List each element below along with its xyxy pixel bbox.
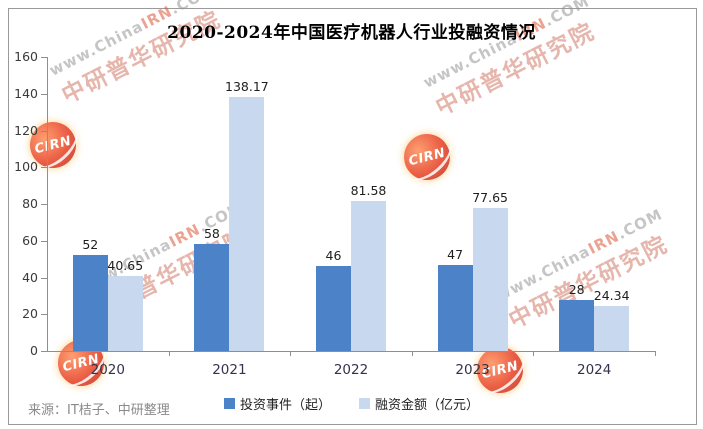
bar-融资金额（亿元）-2023 (472, 208, 508, 351)
x-axis-tick (533, 351, 535, 356)
bar-融资金额（亿元）-2021 (229, 97, 265, 351)
y-axis-label: 120 (14, 122, 38, 138)
bar-融资金额（亿元）-2022 (351, 201, 386, 351)
y-axis-label: 140 (14, 85, 38, 101)
bar-投资事件（起）-2020 (72, 255, 108, 351)
y-axis-label: 80 (22, 196, 38, 211)
y-axis-tick (41, 240, 47, 242)
y-axis-tick (41, 204, 47, 205)
x-axis-line (47, 351, 656, 352)
y-axis-label: 0 (30, 343, 38, 358)
x-axis-tick (168, 351, 170, 356)
chart-legend: 投资事件（起） 融资金额（亿元） (0, 394, 703, 413)
legend-label: 融资金额（亿元） (375, 398, 480, 413)
y-axis-line (47, 57, 48, 351)
chart-title: 2020-2024年中国医疗机器人行业投融资情况 (167, 23, 536, 43)
y-axis-tick (41, 277, 47, 279)
legend-label: 投资事件（起） (239, 398, 331, 413)
y-axis-label: 60 (22, 232, 38, 248)
y-axis-tick (41, 314, 47, 316)
y-axis-tick (41, 167, 47, 169)
x-axis-tick (411, 351, 413, 356)
bar-投资事件（起）-2024 (559, 300, 595, 351)
y-axis-label: 20 (22, 306, 38, 322)
value-label-融资金额（亿元）-2021: 138.17 (225, 79, 269, 94)
y-axis-label: 100 (14, 159, 38, 175)
y-axis-tick (41, 351, 47, 352)
bar-投资事件（起）-2022 (316, 266, 351, 351)
source-note: 来源：IT桔子、中研整理 (28, 403, 170, 418)
value-label-融资金额（亿元）-2023: 77.65 (472, 190, 508, 205)
value-label-融资金额（亿元）-2022: 81.58 (350, 183, 387, 198)
value-label-融资金额（亿元）-2024: 24.34 (593, 288, 630, 303)
y-axis-label: 40 (22, 269, 38, 285)
x-axis-label-2022: 2022 (333, 362, 369, 378)
value-label-融资金额（亿元）-2020: 40.65 (107, 258, 144, 273)
bar-投资事件（起）-2021 (194, 244, 230, 351)
bar-投资事件（起）-2023 (437, 265, 473, 351)
value-label-投资事件（起）-2023: 47 (447, 247, 464, 262)
y-axis-tick (41, 57, 47, 58)
value-label-投资事件（起）-2021: 58 (203, 226, 220, 241)
legend-swatch-icon (359, 398, 370, 409)
x-axis-label-2023: 2023 (455, 362, 490, 378)
y-axis-tick (41, 130, 47, 132)
value-label-投资事件（起）-2022: 46 (325, 248, 342, 263)
x-axis-label-2020: 2020 (90, 362, 125, 378)
legend-swatch-icon (223, 398, 235, 409)
y-axis-label: 160 (14, 49, 38, 64)
bar-融资金额（亿元）-2020 (107, 276, 143, 351)
legend-item-1: 融资金额（亿元） (359, 394, 479, 413)
value-label-投资事件（起）-2020: 52 (82, 237, 99, 252)
y-axis-tick (41, 93, 47, 95)
x-axis-label-2024: 2024 (577, 362, 612, 378)
legend-item-0: 投资事件（起） (223, 394, 331, 413)
x-axis-tick (290, 351, 292, 356)
bar-融资金额（亿元）-2024 (594, 306, 630, 351)
x-axis-label-2021: 2021 (212, 362, 247, 378)
value-label-投资事件（起）-2024: 28 (568, 282, 585, 297)
x-axis-tick (655, 351, 656, 356)
